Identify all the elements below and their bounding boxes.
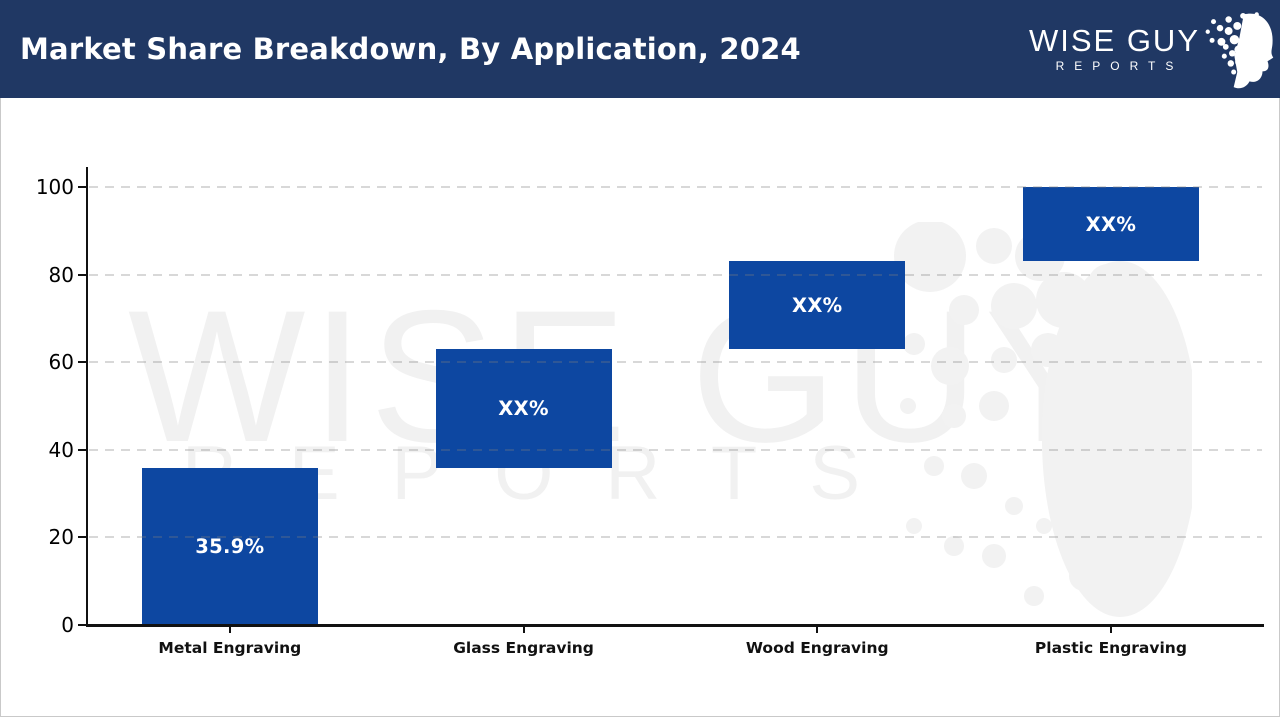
x-tick-2 <box>816 626 819 633</box>
x-tick-1 <box>522 626 525 633</box>
category-label: Metal Engraving <box>158 639 302 657</box>
logo-wordmark: WISE GUY <box>1028 22 1200 58</box>
x-tick-0 <box>228 626 231 633</box>
category-label: Glass Engraving <box>453 639 594 657</box>
x-axis-line <box>86 624 1264 627</box>
y-tick-label-0: 0 <box>61 613 74 637</box>
y-tick-100 <box>78 186 86 188</box>
x-tick-3 <box>1109 626 1112 633</box>
y-tick-label-20: 20 <box>48 525 74 550</box>
y-tick-label-80: 80 <box>48 262 74 287</box>
y-tick-20 <box>78 536 86 539</box>
gridline-40 <box>89 448 1262 451</box>
bar-value-label: XX% <box>1085 212 1137 236</box>
y-tick-label-100: 100 <box>35 175 74 199</box>
gridline-20 <box>89 536 1262 539</box>
header-bar: Market Share Breakdown, By Application, … <box>0 0 1280 98</box>
gridline-60 <box>89 361 1262 364</box>
y-tick-40 <box>78 448 86 451</box>
chart-title: Market Share Breakdown, By Application, … <box>20 32 801 66</box>
bar-value-label: XX% <box>791 293 843 317</box>
gridline-100 <box>89 186 1262 188</box>
y-tick-80 <box>78 273 86 276</box>
wiseguy-head-icon <box>1205 12 1274 89</box>
y-tick-0 <box>78 624 86 626</box>
bar-value-label: 35.9% <box>195 534 265 558</box>
y-tick-60 <box>78 361 86 364</box>
category-label: Wood Engraving <box>745 639 889 657</box>
wiseguy-logo: WISE GUY REPORTS <box>1029 0 1274 98</box>
bar-plastic-engraving: XX% <box>1022 187 1199 262</box>
bar-wood-engraving: XX% <box>729 261 906 350</box>
bar-metal-engraving: 35.9% <box>141 467 318 625</box>
y-tick-label-60: 60 <box>48 350 74 375</box>
bar-glass-engraving: XX% <box>435 349 612 468</box>
bar-value-label: XX% <box>498 396 549 420</box>
category-label: Plastic Engraving <box>1034 639 1187 657</box>
y-axis-line <box>86 167 88 627</box>
logo-reports-text: REPORTS <box>1055 59 1184 74</box>
gridline-80 <box>89 273 1262 276</box>
y-tick-label-40: 40 <box>48 437 74 462</box>
